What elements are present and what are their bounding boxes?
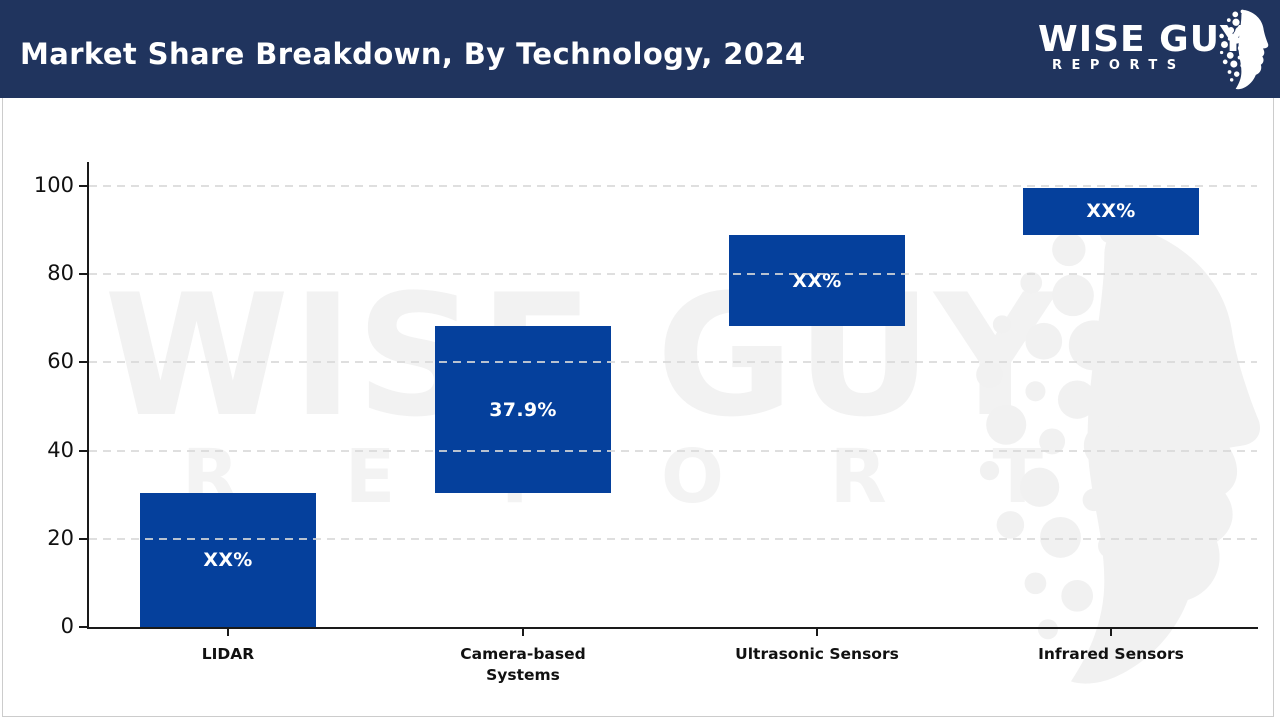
x-tick-camera-based-systems [522, 629, 524, 636]
y-tick-label-0: 0 [60, 614, 74, 638]
y-tick-label-40: 40 [47, 437, 74, 462]
gridline-100 [89, 185, 1257, 187]
bar-ultrasonic-sensors: XX% [729, 234, 905, 327]
category-label-lidar: LIDAR [201, 645, 255, 663]
y-tick-40 [79, 449, 87, 452]
y-tick-label-100: 100 [33, 173, 74, 197]
gridline-60 [89, 361, 1257, 364]
x-axis-line [87, 627, 1258, 629]
dotted-head-icon [1219, 9, 1269, 90]
chart-canvas: WISE GUY R E P O R T S 0 20 40 60 80 100 XX% 37… [0, 97, 1280, 720]
y-tick-80 [79, 273, 87, 276]
y-tick-0 [79, 626, 87, 628]
bar-value-label-camera-based-systems: 37.9% [489, 398, 557, 421]
brand-logo: WISE GUY REPORTS [1010, 6, 1269, 94]
waterfall-chart: 0 20 40 60 80 100 XX% 37.9% XX% XX% LIDAR Camera-ba… [0, 98, 1280, 720]
bar-value-label-infrared-sensors: XX% [1086, 200, 1136, 223]
bar-lidar: XX% [140, 493, 316, 627]
y-axis-line [87, 162, 89, 629]
gridline-80 [89, 273, 1257, 276]
bar-value-label-lidar: XX% [203, 549, 253, 572]
gridline-20 [89, 537, 1257, 540]
bar-infrared-sensors: XX% [1023, 187, 1199, 235]
header-bar: Market Share Breakdown, By Technology, 2… [0, 0, 1280, 98]
y-tick-label-60: 60 [47, 349, 74, 374]
bar-camera-based-systems: 37.9% [435, 326, 611, 494]
y-tick-label-80: 80 [47, 261, 74, 286]
category-label-camera-based-systems: Camera-based Systems [460, 645, 586, 684]
x-tick-ultrasonic-sensors [816, 629, 818, 636]
page-title: Market Share Breakdown, By Technology, 2… [20, 37, 806, 71]
x-tick-infrared-sensors [1110, 629, 1112, 636]
gridline-40 [89, 449, 1257, 452]
y-tick-100 [79, 185, 87, 187]
brand-sub-wordmark: REPORTS [1052, 58, 1186, 73]
x-tick-lidar [227, 629, 229, 636]
y-tick-label-20: 20 [47, 525, 74, 550]
y-tick-20 [79, 537, 87, 540]
brand-wordmark: WISE GUY [1038, 19, 1248, 60]
y-tick-60 [79, 361, 87, 364]
category-label-infrared-sensors: Infrared Sensors [1038, 645, 1184, 663]
category-label-ultrasonic-sensors: Ultrasonic Sensors [735, 645, 899, 663]
